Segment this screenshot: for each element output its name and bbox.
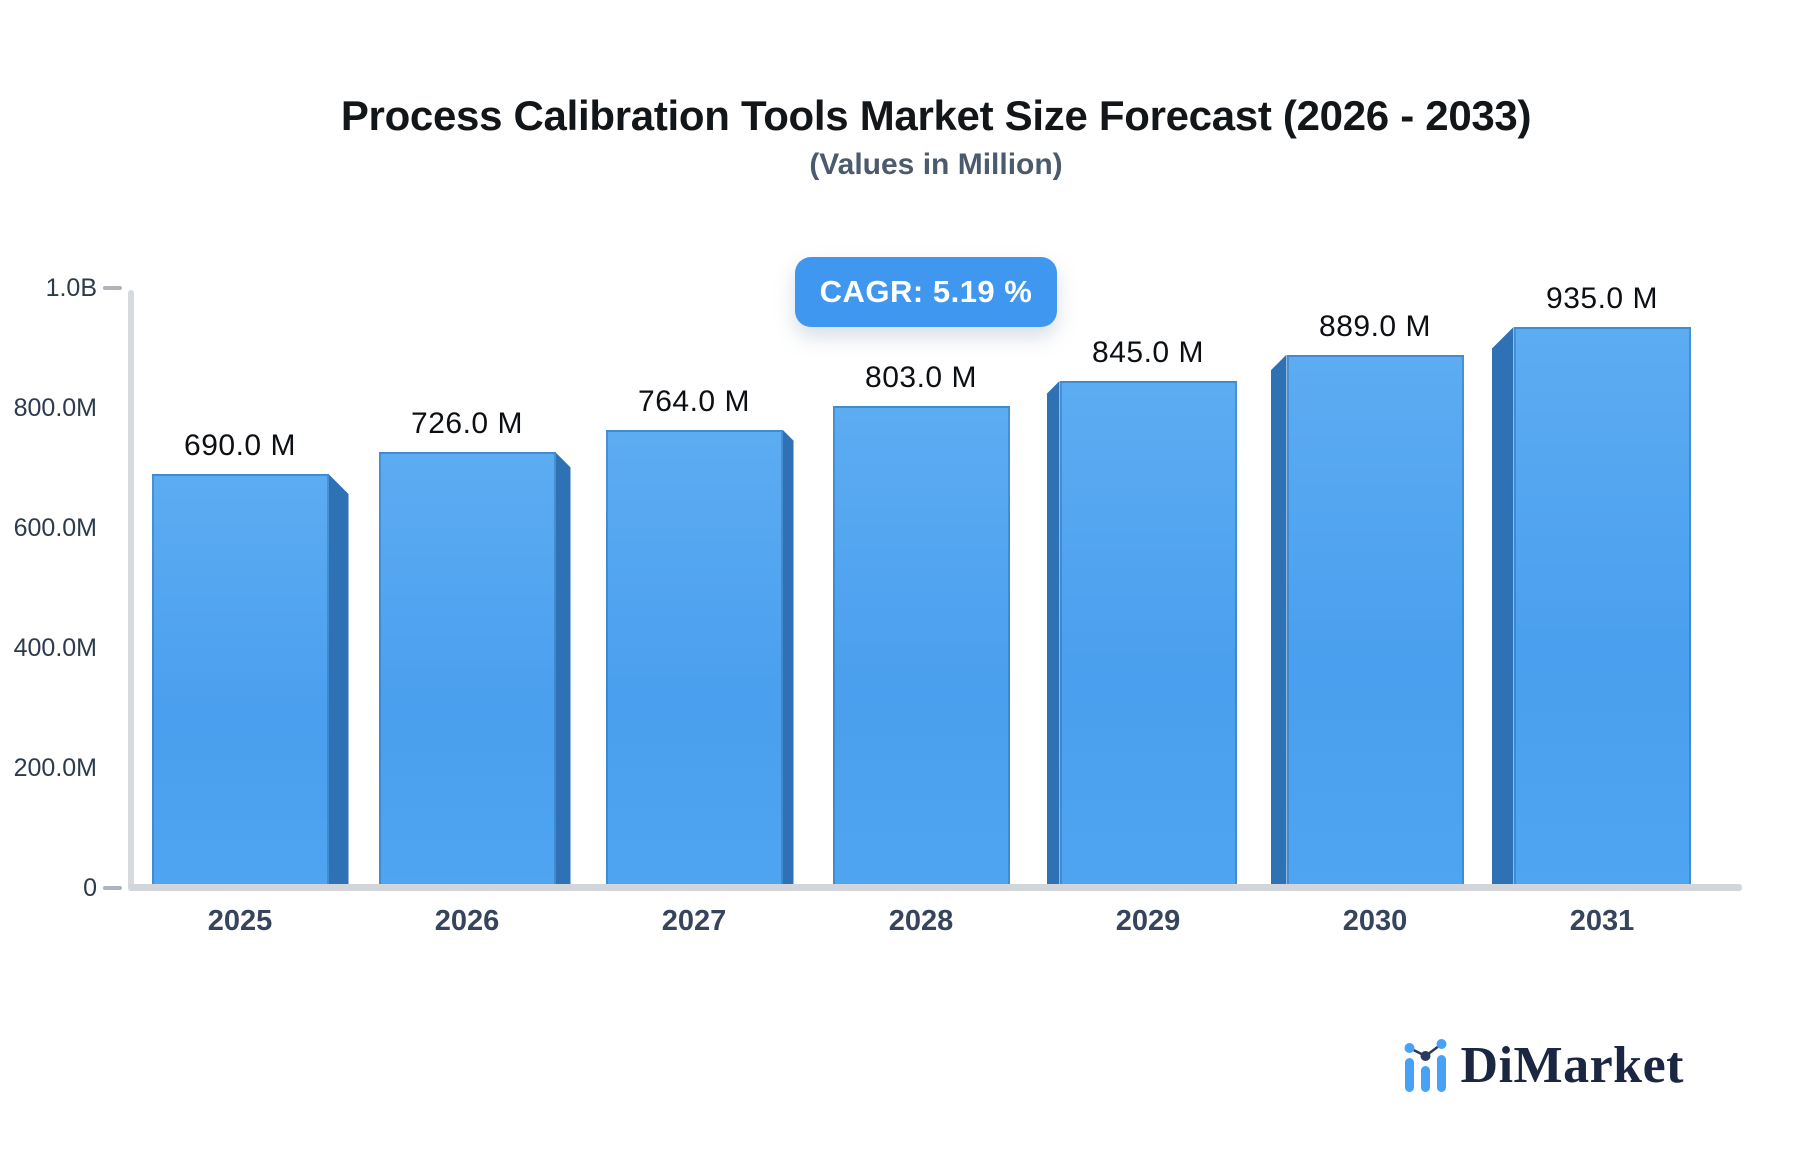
chart-title: Process Calibration Tools Market Size Fo… [340, 92, 1532, 139]
brand-logo-text: DiMarket [1460, 1037, 1684, 1094]
bar-side-face [782, 429, 794, 888]
cagr-badge: CAGR: 5.19 % [795, 257, 1057, 327]
bar [1513, 327, 1691, 888]
x-axis-label: 2028 [888, 905, 954, 937]
x-axis-line [128, 884, 1742, 891]
chart-subtitle: (Values in Million) [809, 148, 1063, 181]
bar-chart-logo-icon [1404, 1039, 1447, 1092]
bar-value-label: 803.0 M [865, 361, 977, 395]
bar [605, 429, 783, 888]
y-axis-label: 600.0M [13, 514, 97, 542]
bar [378, 452, 556, 888]
bar-side-face [1491, 327, 1514, 888]
bar-value-label: 889.0 M [1319, 309, 1431, 343]
y-axis-label: 200.0M [13, 754, 97, 782]
y-axis-label: 800.0M [13, 394, 97, 422]
bar-value-label: 690.0 M [184, 429, 296, 462]
bar [151, 474, 329, 888]
bar-value-label: 845.0 M [1092, 336, 1204, 369]
bar-side-face [1046, 381, 1060, 888]
x-axis-label: 2025 [207, 905, 273, 937]
brand-logo: DiMarket [1403, 1036, 1684, 1096]
x-axis-label: 2027 [661, 905, 727, 937]
bar [832, 406, 1010, 888]
bar [1059, 381, 1237, 888]
x-axis-label: 2030 [1342, 905, 1408, 937]
x-axis-label: 2031 [1569, 905, 1635, 937]
y-axis-tick [103, 286, 122, 290]
bar-value-label: 764.0 M [638, 384, 750, 418]
bar-side-face [328, 474, 349, 888]
bar-side-face [1270, 354, 1287, 888]
y-axis-label: 400.0M [13, 634, 97, 662]
y-axis-tick [103, 886, 122, 890]
y-axis-line [128, 290, 134, 888]
x-axis-label: 2029 [1115, 905, 1181, 937]
y-axis-label: 1.0B [45, 274, 97, 302]
bar-value-label: 726.0 M [411, 407, 523, 441]
x-axis-label: 2026 [434, 905, 500, 937]
y-axis-label: 0 [83, 874, 97, 902]
bar-value-label: 935.0 M [1546, 282, 1658, 315]
bar [1286, 354, 1464, 888]
bar-side-face [555, 452, 571, 888]
